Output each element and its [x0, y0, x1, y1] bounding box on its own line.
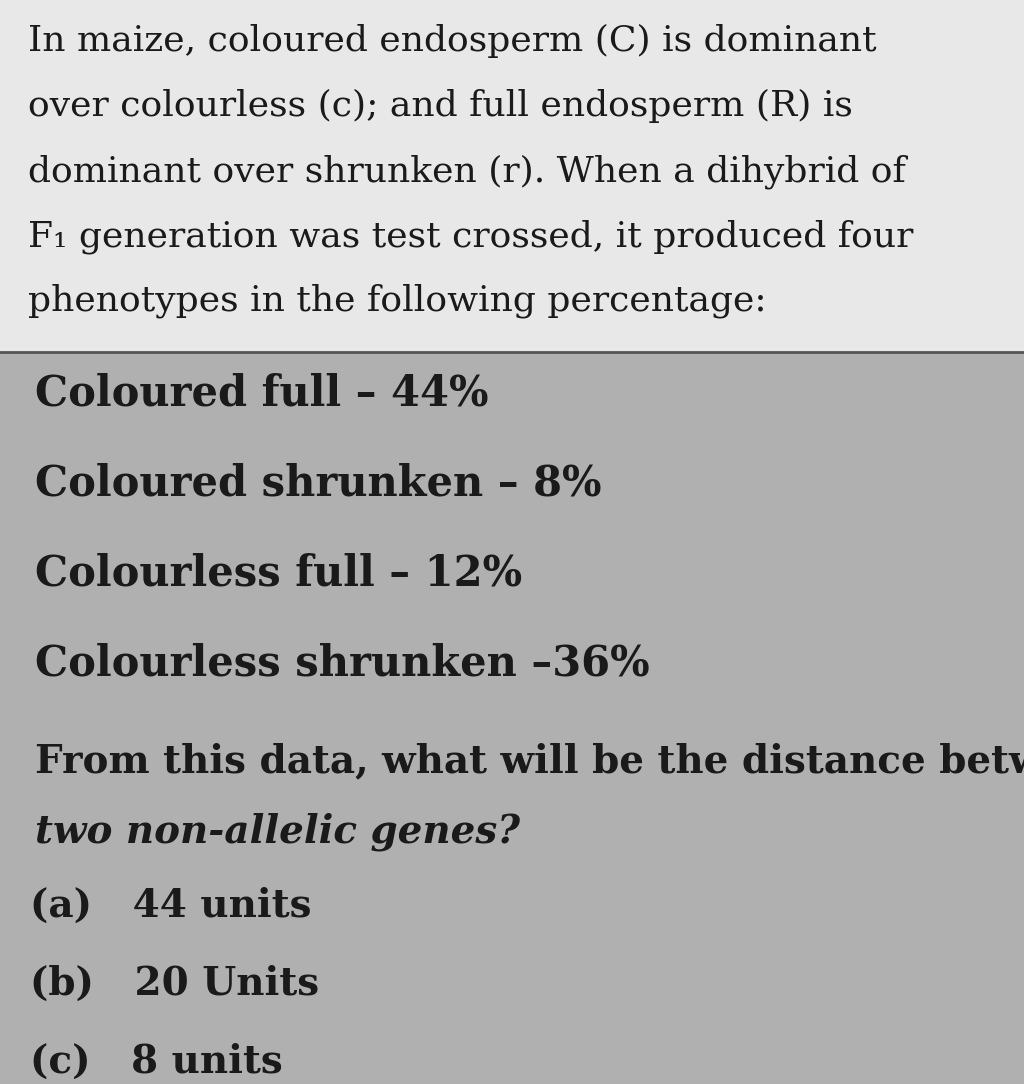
- Text: (c)   8 units: (c) 8 units: [30, 1043, 283, 1082]
- Text: F₁ generation was test crossed, it produced four: F₁ generation was test crossed, it produ…: [28, 219, 913, 254]
- Text: two non-allelic genes?: two non-allelic genes?: [35, 812, 520, 851]
- Bar: [0, 0, 1024, 352]
- Text: over colourless (c); and full endosperm (R) is: over colourless (c); and full endosperm …: [28, 89, 853, 124]
- Bar: [0, 352, 1024, 1084]
- Text: Colourless full – 12%: Colourless full – 12%: [35, 553, 522, 594]
- Text: Coloured full – 44%: Coloured full – 44%: [35, 372, 488, 414]
- Text: phenotypes in the following percentage:: phenotypes in the following percentage:: [28, 284, 767, 319]
- Text: (a)   44 units: (a) 44 units: [30, 888, 311, 926]
- Text: dominant over shrunken (r). When a dihybrid of: dominant over shrunken (r). When a dihyb…: [28, 154, 906, 189]
- Text: Coloured shrunken – 8%: Coloured shrunken – 8%: [35, 462, 601, 504]
- Text: From this data, what will be the distance between: From this data, what will be the distanc…: [35, 743, 1024, 780]
- Text: (b)   20 Units: (b) 20 Units: [30, 965, 319, 1004]
- Text: Colourless shrunken –36%: Colourless shrunken –36%: [35, 643, 649, 684]
- Text: In maize, coloured endosperm (C) is dominant: In maize, coloured endosperm (C) is domi…: [28, 24, 877, 59]
